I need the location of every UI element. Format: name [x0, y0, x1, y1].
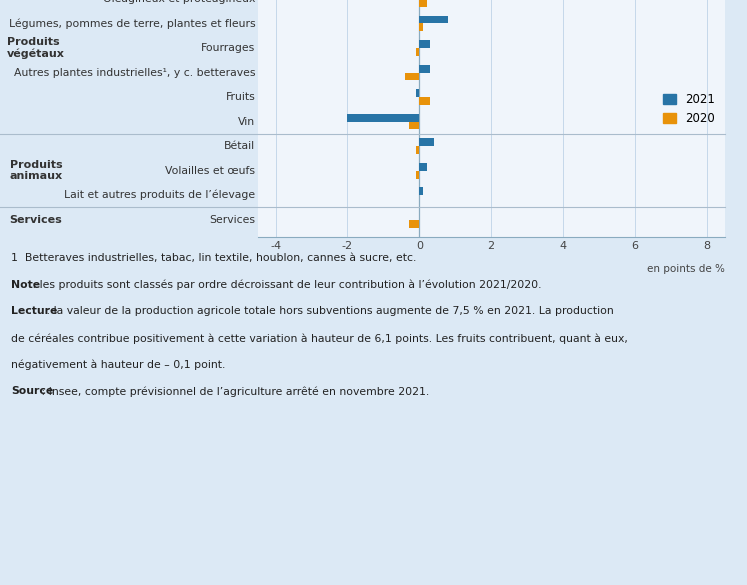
- Text: : les produits sont classés par ordre décroissant de leur contribution à l’évolu: : les produits sont classés par ordre dé…: [29, 280, 542, 290]
- Text: Oléagineux et protéagineux: Oléagineux et protéagineux: [103, 0, 255, 4]
- Text: négativement à hauteur de – 0,1 point.: négativement à hauteur de – 0,1 point.: [11, 360, 226, 370]
- Text: Fourrages: Fourrages: [201, 43, 255, 53]
- Legend: 2021, 2020: 2021, 2020: [660, 90, 719, 129]
- Text: Fruits: Fruits: [226, 92, 255, 102]
- Text: Volailles et œufs: Volailles et œufs: [165, 166, 255, 176]
- Bar: [405, 73, 419, 80]
- Bar: [419, 97, 430, 105]
- Bar: [409, 122, 419, 129]
- Bar: [419, 23, 423, 32]
- Bar: [416, 171, 419, 178]
- Text: Autres plantes industrielles¹, y c. betteraves: Autres plantes industrielles¹, y c. bett…: [13, 67, 255, 78]
- Text: Bétail: Bétail: [224, 141, 255, 151]
- Text: Services: Services: [209, 215, 255, 225]
- Text: en points de %: en points de %: [647, 264, 725, 274]
- Bar: [416, 146, 419, 154]
- Bar: [416, 48, 419, 56]
- Text: : la valeur de la production agricole totale hors subventions augmente de 7,5 % : : la valeur de la production agricole to…: [43, 307, 613, 316]
- Bar: [419, 0, 427, 7]
- Text: de céréales contribue positivement à cette variation à hauteur de 6,1 points. Le: de céréales contribue positivement à cet…: [11, 333, 628, 343]
- Bar: [419, 163, 427, 171]
- Bar: [419, 138, 434, 146]
- Text: Lait et autres produits de l’élevage: Lait et autres produits de l’élevage: [64, 190, 255, 201]
- Bar: [419, 65, 430, 73]
- Text: 1  Betteraves industrielles, tabac, lin textile, houblon, cannes à sucre, etc.: 1 Betteraves industrielles, tabac, lin t…: [11, 253, 417, 263]
- Bar: [409, 220, 419, 228]
- Text: Produits
végétaux: Produits végétaux: [7, 37, 65, 59]
- Text: Vin: Vin: [238, 116, 255, 126]
- Text: Légumes, pommes de terre, plantes et fleurs: Légumes, pommes de terre, plantes et fle…: [8, 18, 255, 29]
- Bar: [347, 113, 419, 122]
- Text: Source: Source: [11, 386, 53, 396]
- Text: Lecture: Lecture: [11, 307, 58, 316]
- Bar: [419, 40, 430, 48]
- Text: Produits
animaux: Produits animaux: [10, 160, 63, 181]
- Bar: [419, 187, 423, 195]
- Text: : Insee, compte prévisionnel de l’agriculture arrêté en novembre 2021.: : Insee, compte prévisionnel de l’agricu…: [38, 386, 430, 397]
- Bar: [416, 90, 419, 97]
- Text: Services: Services: [10, 215, 63, 225]
- Text: Note: Note: [11, 280, 40, 290]
- Bar: [419, 16, 448, 23]
